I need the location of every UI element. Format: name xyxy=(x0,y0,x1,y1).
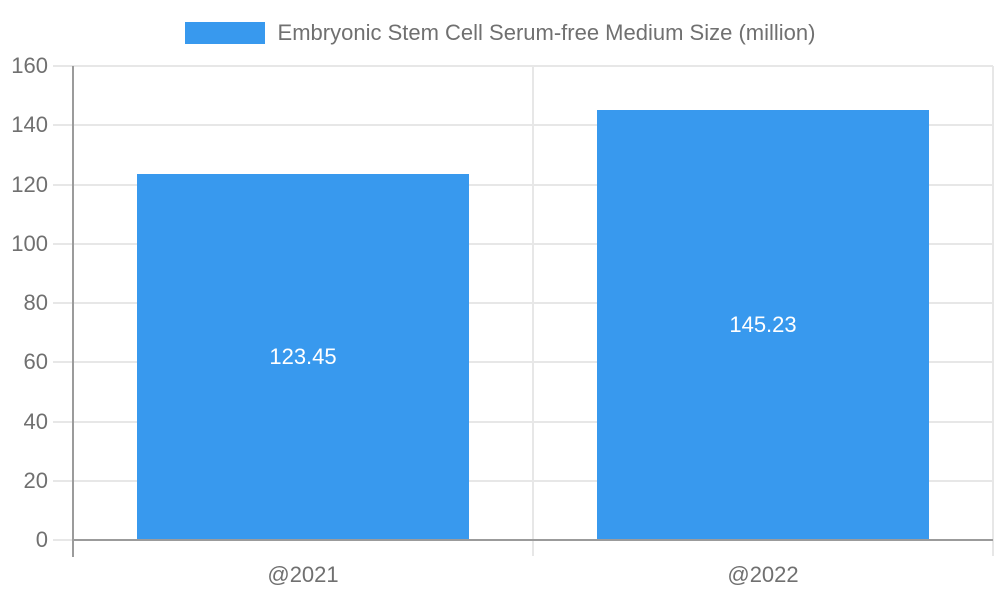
x-axis-tick xyxy=(992,540,994,556)
x-axis-category-label: @2021 xyxy=(267,562,339,587)
bar xyxy=(137,174,469,540)
x-axis-tick xyxy=(532,540,534,556)
gridline xyxy=(53,65,993,67)
y-axis-tick-label: 140 xyxy=(11,112,48,138)
gridline xyxy=(53,124,993,127)
y-axis-tick-label: 0 xyxy=(35,527,48,552)
gridline xyxy=(53,183,993,186)
gridline xyxy=(53,420,993,423)
bar xyxy=(597,109,929,540)
plot-area: 0 20 40 60 80 100 120 140 160 123.45 @2021 145.23 @2… xyxy=(11,53,994,587)
y-axis-tick-label: 80 xyxy=(23,290,48,315)
x-gridline xyxy=(532,66,534,540)
gridline xyxy=(53,242,993,245)
y-axis-line xyxy=(72,66,74,557)
x-axis-line xyxy=(73,539,993,541)
y-axis-tick-label: 120 xyxy=(11,171,48,197)
bar-value-label: 123.45 xyxy=(269,344,337,370)
legend-label: Embryonic Stem Cell Serum-free Medium Si… xyxy=(277,20,816,45)
bar-value-label: 145.23 xyxy=(729,311,797,337)
y-axis-tick-label: 40 xyxy=(23,408,48,434)
x-axis-category-label: @2022 xyxy=(727,562,799,587)
gridline xyxy=(53,302,993,304)
y-axis-tick-label: 100 xyxy=(11,230,48,256)
gridline xyxy=(53,479,993,482)
y-axis-tick-label: 160 xyxy=(11,53,48,78)
x-gridline xyxy=(992,66,994,540)
gridline xyxy=(53,361,993,364)
legend-swatch xyxy=(184,22,265,44)
chart-legend: Embryonic Stem Cell Serum-free Medium Si… xyxy=(0,20,1000,46)
y-axis-tick-label: 60 xyxy=(23,349,48,375)
y-axis-tick-label: 20 xyxy=(23,467,48,493)
